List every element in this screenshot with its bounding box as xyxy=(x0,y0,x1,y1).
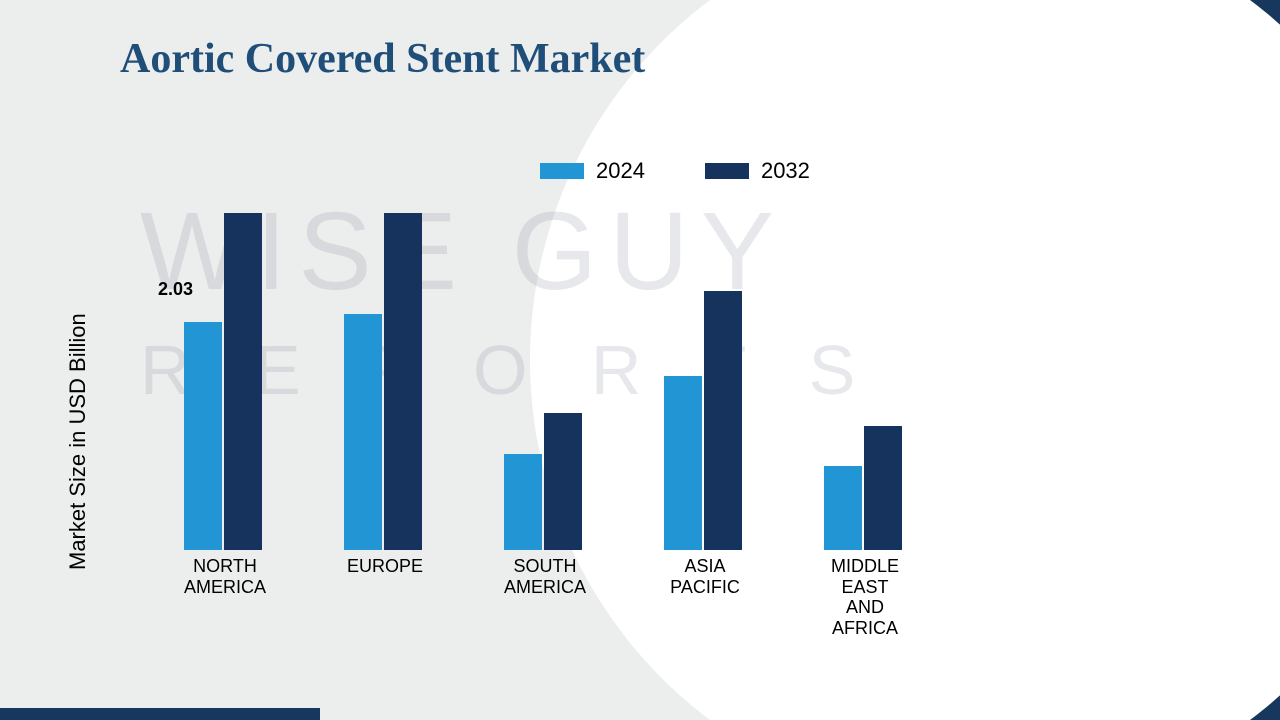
bar-2024 xyxy=(184,322,222,550)
bar-2032 xyxy=(224,213,262,551)
bar-2032 xyxy=(704,291,742,550)
category-label: NORTHAMERICA xyxy=(170,556,280,597)
chart-title: Aortic Covered Stent Market xyxy=(120,35,645,83)
category-label: EUROPE xyxy=(330,556,440,577)
bar-2032 xyxy=(544,413,582,550)
bar-2024 xyxy=(504,454,542,550)
category-label: SOUTHAMERICA xyxy=(490,556,600,597)
brand-sub: REPORTS xyxy=(1058,64,1250,79)
bar-2024 xyxy=(824,466,862,550)
chart-area: NORTHAMERICA 2.03 EUROPE SOUTHAMERICA ASIAPA… xyxy=(90,180,920,660)
bar-2024 xyxy=(664,376,702,550)
category-label: MIDDLEEASTANDAFRICA xyxy=(810,556,920,639)
category-label: ASIAPACIFIC xyxy=(650,556,760,597)
brand-main: WISE GUY xyxy=(1058,30,1250,62)
legend-swatch-2024 xyxy=(540,163,584,179)
y-axis-label: Market Size in USD Billion xyxy=(65,313,91,570)
value-label: 2.03 xyxy=(158,279,193,300)
plot-area: NORTHAMERICA2.03EUROPESOUTHAMERICAASIAPA… xyxy=(144,190,920,550)
bar-2032 xyxy=(384,213,422,551)
footer-accent-bar xyxy=(0,708,320,720)
bar-2024 xyxy=(344,314,382,550)
brand-logo: WISE GUY REPORTS xyxy=(1058,30,1250,79)
legend-swatch-2032 xyxy=(705,163,749,179)
chart-canvas: WISE GUY R E P O R T S Aortic Covered St… xyxy=(0,0,1280,720)
bar-2032 xyxy=(864,426,902,550)
